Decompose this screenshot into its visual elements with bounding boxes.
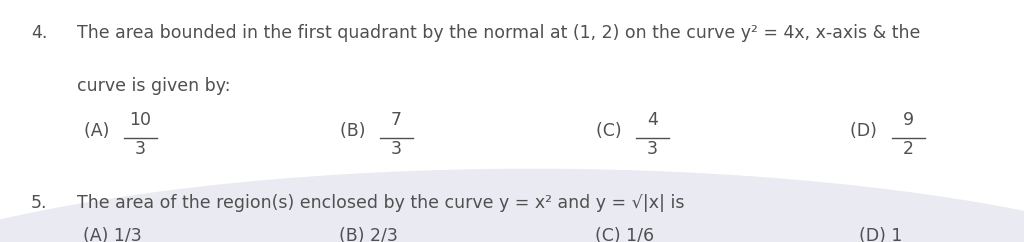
Text: (A): (A)	[84, 122, 113, 140]
Text: curve is given by:: curve is given by:	[77, 77, 230, 95]
Text: The area of the region(s) enclosed by the curve y = x² and y = √|x| is: The area of the region(s) enclosed by th…	[77, 194, 684, 212]
Text: (A) 1/3: (A) 1/3	[83, 227, 142, 242]
Text: 4.: 4.	[31, 24, 47, 42]
Text: (D): (D)	[850, 122, 881, 140]
Text: 7: 7	[391, 111, 401, 129]
Text: (B) 2/3: (B) 2/3	[339, 227, 398, 242]
Text: (B): (B)	[340, 122, 369, 140]
Text: 3: 3	[135, 140, 145, 158]
Text: The area bounded in the first quadrant by the normal at (1, 2) on the curve y² =: The area bounded in the first quadrant b…	[77, 24, 921, 42]
Text: (C): (C)	[596, 122, 625, 140]
Text: 5.: 5.	[31, 194, 47, 212]
Text: 4: 4	[647, 111, 657, 129]
Text: 9: 9	[903, 111, 913, 129]
Text: 3: 3	[647, 140, 657, 158]
Text: (C) 1/6: (C) 1/6	[595, 227, 654, 242]
Text: 3: 3	[391, 140, 401, 158]
Text: 10: 10	[129, 111, 152, 129]
Text: 2: 2	[903, 140, 913, 158]
Text: (D) 1: (D) 1	[859, 227, 902, 242]
